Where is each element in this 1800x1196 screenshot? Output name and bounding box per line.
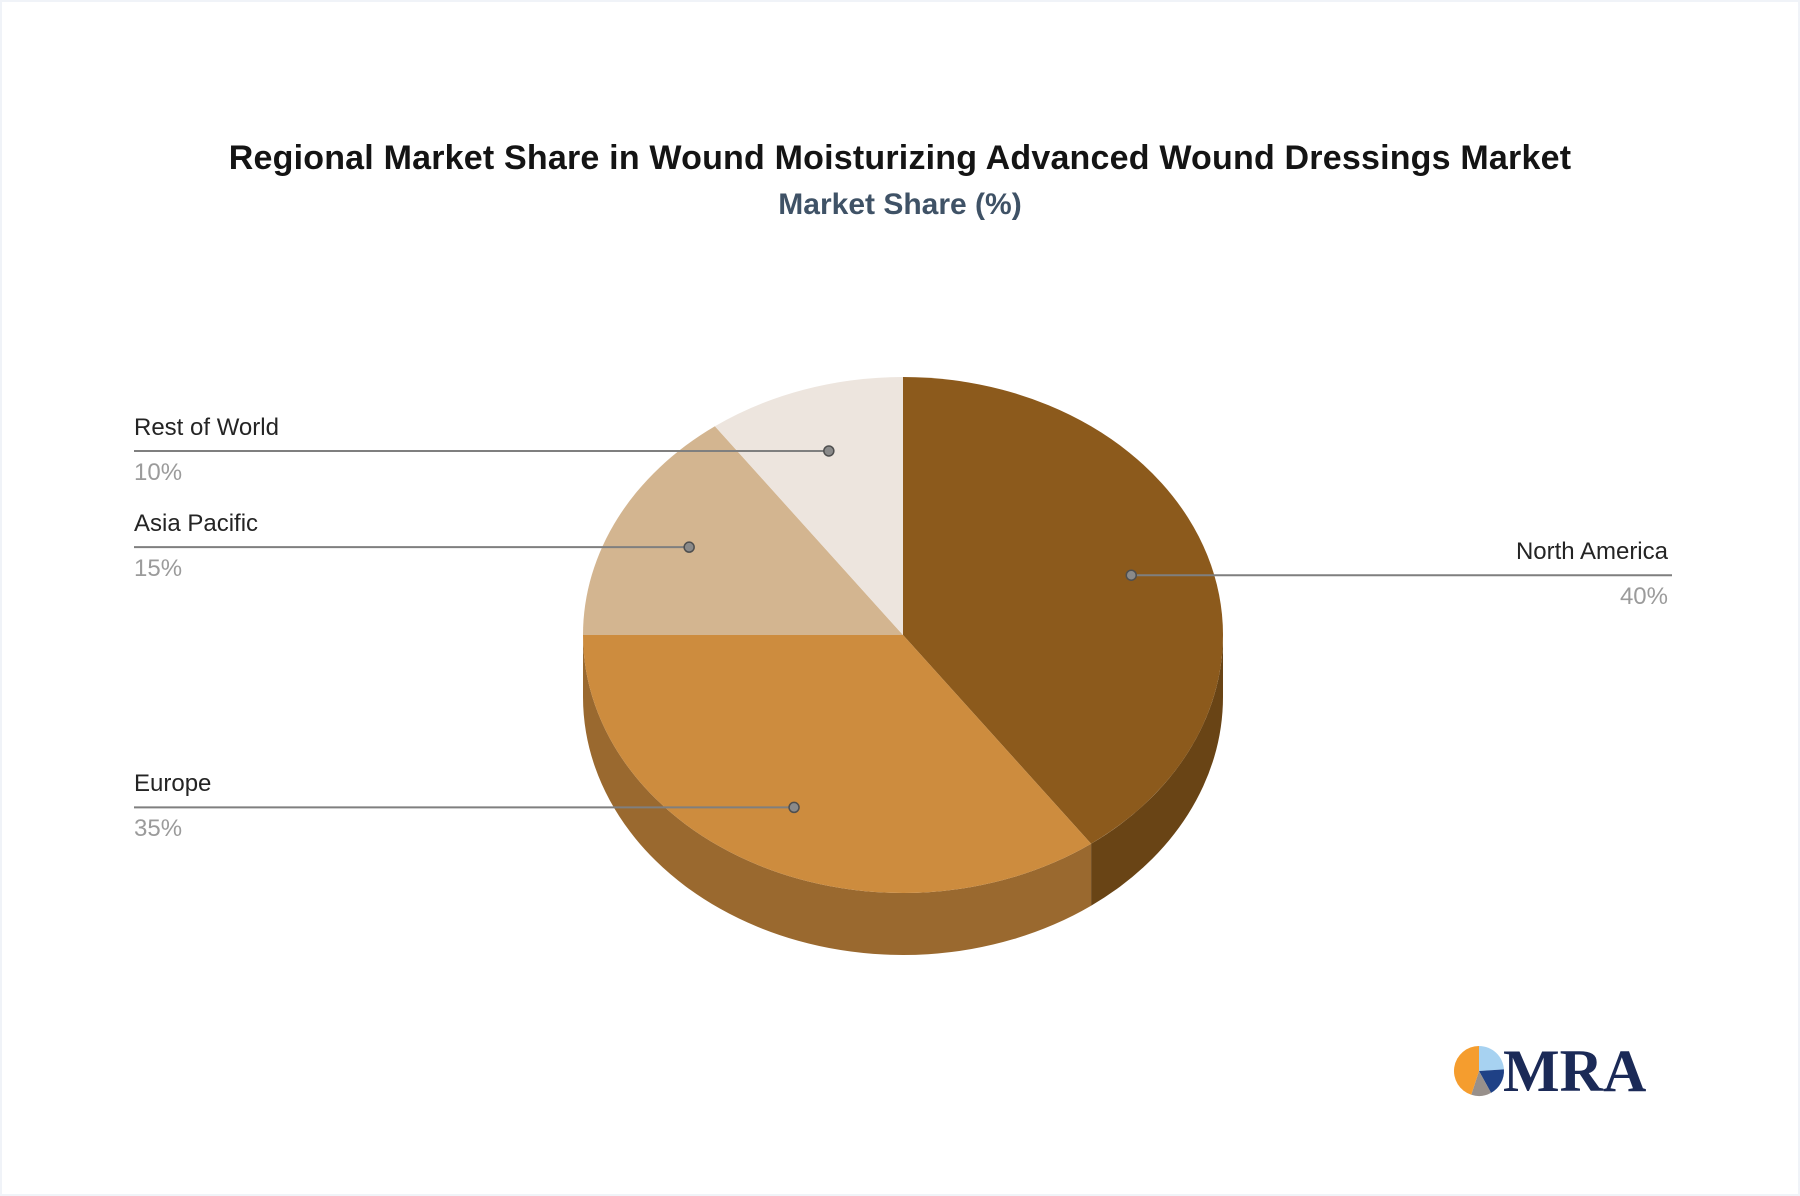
pie-rim-europe bbox=[583, 635, 1092, 956]
leader-dot-rest-of-world bbox=[823, 445, 835, 457]
pie-slice-europe bbox=[583, 635, 1092, 894]
slice-percentage: 15% bbox=[134, 555, 183, 583]
pie-slice-asia-pacific bbox=[583, 426, 903, 635]
logo-pie-slice-gray bbox=[1471, 1071, 1492, 1097]
leader-dot-north-america bbox=[1125, 569, 1137, 581]
leader-dot-europe bbox=[788, 801, 800, 814]
slice-label: Asia Pacific bbox=[134, 510, 259, 538]
leader-dot-asia-pacific bbox=[683, 541, 695, 553]
chart-subtitle: Market Share (%) bbox=[778, 188, 1022, 221]
pie-rim-north-america bbox=[1091, 635, 1223, 906]
mra-logo-text: MRA bbox=[1503, 1038, 1647, 1104]
callout-north-america: North America 40% bbox=[1516, 538, 1668, 611]
slice-percentage: 10% bbox=[134, 458, 183, 486]
logo-pie-slice-orange bbox=[1453, 1046, 1479, 1095]
callout-rest-of-world: Rest of World 10% bbox=[134, 414, 279, 487]
mra-logo-pie-icon bbox=[1453, 1046, 1504, 1097]
logo-pie-slice-navy bbox=[1479, 1069, 1504, 1093]
slice-percentage: 40% bbox=[1619, 583, 1668, 611]
callout-asia-pacific: Asia Pacific 15% bbox=[134, 510, 258, 583]
chart-title: Regional Market Share in Wound Moisturiz… bbox=[228, 139, 1572, 177]
slice-label: Europe bbox=[134, 770, 212, 798]
pie-slice-rest-of-world bbox=[714, 377, 903, 635]
slice-label: North America bbox=[1515, 538, 1668, 566]
mra-logo: MRA bbox=[1453, 1038, 1647, 1104]
logo-pie-slice-light-blue bbox=[1479, 1046, 1504, 1071]
slice-label: Rest of World bbox=[134, 413, 279, 441]
pie-slice-north-america bbox=[903, 377, 1224, 844]
slice-percentage: 35% bbox=[134, 815, 183, 843]
callout-europe: Europe 35% bbox=[134, 770, 211, 843]
